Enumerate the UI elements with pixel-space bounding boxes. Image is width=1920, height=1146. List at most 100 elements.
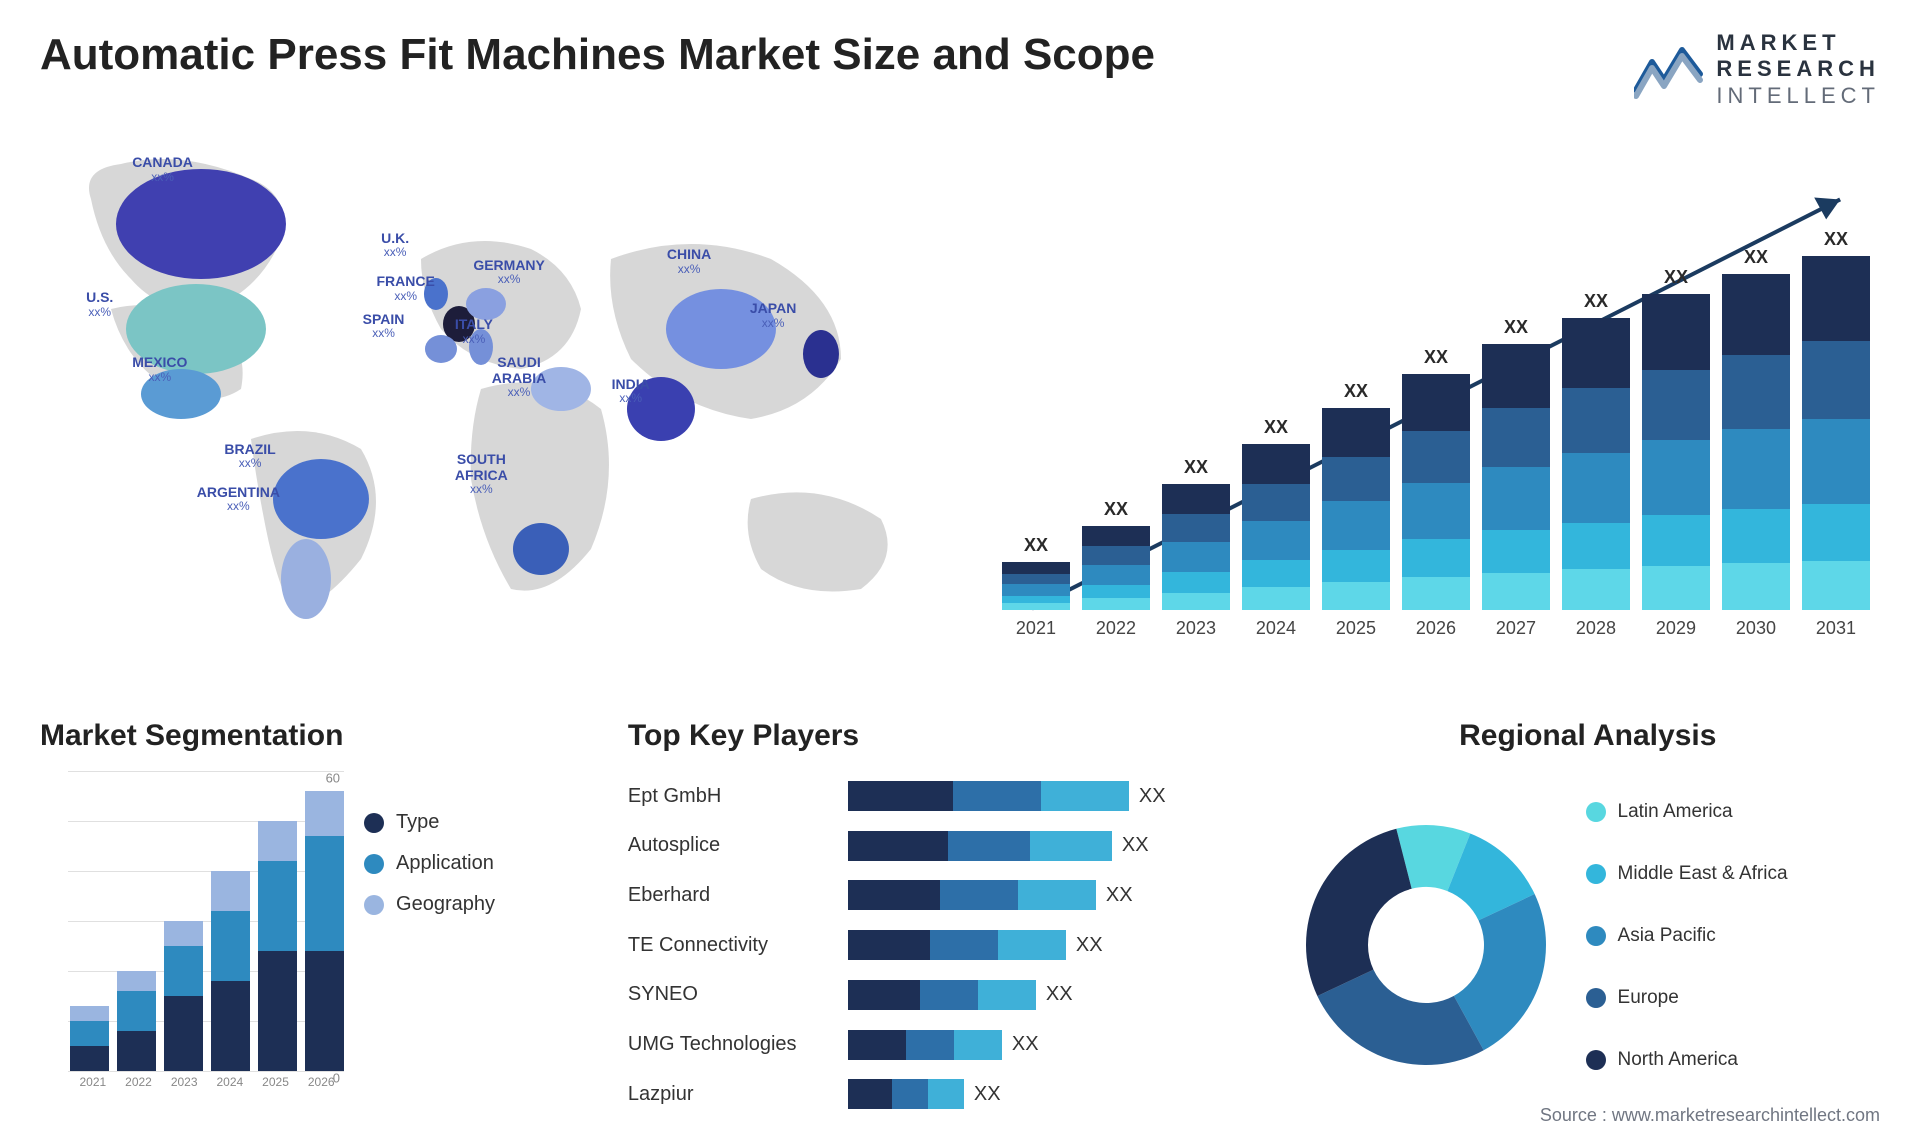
logo-icon — [1634, 40, 1704, 100]
bar-value-label: XX — [1584, 291, 1608, 312]
x-tick: 2025 — [253, 1075, 299, 1101]
player-bar-segment — [1041, 781, 1129, 811]
bar-segment — [1162, 514, 1230, 542]
seg-segment — [305, 791, 344, 836]
bottom-row: Market Segmentation 01020304050602021202… — [40, 719, 1880, 1119]
player-value: XX — [1076, 934, 1103, 957]
bar-segment — [1642, 440, 1710, 516]
bar-category: 2024 — [1256, 618, 1296, 639]
bar-segment — [1482, 530, 1550, 573]
bar-category: 2023 — [1176, 618, 1216, 639]
legend-swatch — [364, 854, 384, 874]
growth-bar: XX2026 — [1402, 347, 1470, 639]
bar-segment — [1562, 523, 1630, 570]
map-label: ITALYxx% — [455, 317, 493, 346]
x-tick: 2021 — [70, 1075, 116, 1101]
player-name: UMG Technologies — [628, 1025, 848, 1065]
legend-item: North America — [1586, 1049, 1788, 1071]
legend-item: Type — [364, 811, 598, 834]
seg-segment — [305, 951, 344, 1071]
seg-bar — [211, 871, 250, 1071]
legend-item: Middle East & Africa — [1586, 863, 1788, 885]
seg-segment — [164, 996, 203, 1071]
bar-segment — [1162, 542, 1230, 572]
player-bar-segment — [848, 781, 953, 811]
player-bar-segment — [953, 781, 1041, 811]
bar-segment — [1082, 585, 1150, 598]
bar-value-label: XX — [1664, 267, 1688, 288]
legend-label: Asia Pacific — [1618, 925, 1716, 947]
player-bar-segment — [848, 1030, 906, 1060]
player-bar — [848, 831, 1112, 861]
segmentation-legend: TypeApplicationGeography — [364, 771, 598, 1119]
player-bar-segment — [848, 831, 948, 861]
growth-bar: XX2029 — [1642, 267, 1710, 639]
player-name: Ept GmbH — [628, 776, 848, 816]
map-label: SPAINxx% — [363, 312, 405, 341]
map-label: CHINAxx% — [667, 247, 711, 276]
bar-value-label: XX — [1824, 229, 1848, 250]
world-map — [40, 139, 962, 679]
legend-swatch — [1586, 926, 1606, 946]
player-bar-segment — [930, 930, 998, 960]
bar-segment — [1242, 484, 1310, 521]
map-label: INDIAxx% — [612, 377, 650, 406]
segmentation-panel: Market Segmentation 01020304050602021202… — [40, 719, 598, 1119]
seg-segment — [211, 981, 250, 1071]
legend-swatch — [1586, 988, 1606, 1008]
seg-bar — [164, 921, 203, 1071]
bar-segment — [1242, 444, 1310, 484]
bar-segment — [1322, 550, 1390, 582]
seg-segment — [258, 861, 297, 951]
bar-segment — [1002, 584, 1070, 596]
bar-segment — [1402, 539, 1470, 577]
regional-legend: Latin AmericaMiddle East & AfricaAsia Pa… — [1586, 801, 1788, 1089]
bar-category: 2025 — [1336, 618, 1376, 639]
bar-segment — [1322, 582, 1390, 610]
player-value: XX — [974, 1083, 1001, 1106]
gridline — [68, 1071, 344, 1072]
player-bar-segment — [928, 1079, 964, 1109]
bar-segment — [1402, 577, 1470, 610]
bar-segment — [1802, 341, 1870, 419]
seg-segment — [258, 951, 297, 1071]
map-label: FRANCExx% — [377, 274, 435, 303]
legend-swatch — [364, 895, 384, 915]
map-label: MEXICOxx% — [132, 355, 187, 384]
map-label: SAUDIARABIAxx% — [492, 355, 546, 399]
x-tick: 2022 — [116, 1075, 162, 1101]
legend-item: Asia Pacific — [1586, 925, 1788, 947]
bar-value-label: XX — [1424, 347, 1448, 368]
seg-segment — [117, 991, 156, 1031]
bar-category: 2027 — [1496, 618, 1536, 639]
world-map-panel: CANADAxx%U.S.xx%MEXICOxx%BRAZILxx%ARGENT… — [40, 139, 962, 679]
growth-bar: XX2021 — [1002, 535, 1070, 639]
player-name: TE Connectivity — [628, 925, 848, 965]
player-row: XX — [848, 875, 1266, 915]
player-value: XX — [1106, 884, 1133, 907]
legend-swatch — [1586, 1050, 1606, 1070]
player-row: XX — [848, 1074, 1266, 1114]
map-label: U.S.xx% — [86, 290, 113, 319]
player-bar-segment — [906, 1030, 954, 1060]
bar-category: 2022 — [1096, 618, 1136, 639]
bar-segment — [1242, 587, 1310, 610]
top-row: CANADAxx%U.S.xx%MEXICOxx%BRAZILxx%ARGENT… — [40, 139, 1880, 679]
map-label: CANADAxx% — [132, 155, 193, 184]
bar-segment — [1802, 419, 1870, 504]
bar-segment — [1242, 521, 1310, 561]
x-tick: 2026 — [298, 1075, 344, 1101]
segmentation-chart: 0102030405060202120222023202420252026 — [40, 771, 344, 1101]
player-name: Autosplice — [628, 826, 848, 866]
seg-segment — [117, 1031, 156, 1071]
player-row: XX — [848, 1025, 1266, 1065]
player-value: XX — [1122, 834, 1149, 857]
bar-segment — [1562, 318, 1630, 388]
growth-bar: XX2028 — [1562, 291, 1630, 639]
bar-segment — [1162, 572, 1230, 592]
growth-bar: XX2025 — [1322, 381, 1390, 639]
seg-bar — [70, 1006, 109, 1071]
bar-category: 2031 — [1816, 618, 1856, 639]
player-name: Eberhard — [628, 875, 848, 915]
seg-segment — [70, 1006, 109, 1021]
